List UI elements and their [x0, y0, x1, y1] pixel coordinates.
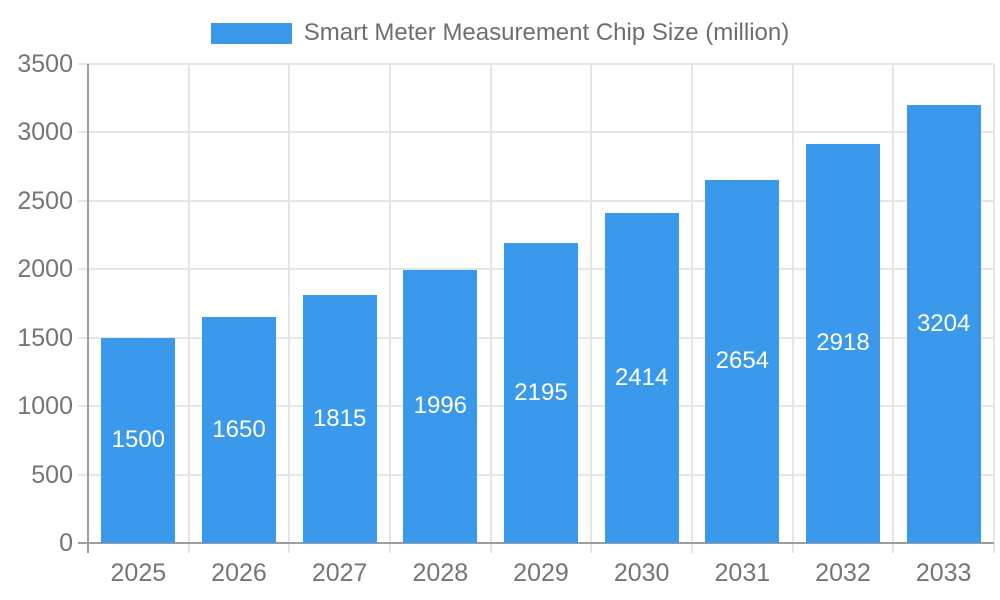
x-axis-tick-label: 2027	[311, 559, 368, 587]
bar[interactable]: 2414	[604, 212, 679, 543]
vertical-gridline	[691, 64, 693, 553]
y-axis-tick-label: 3000	[17, 118, 73, 147]
bar-value-label: 1815	[312, 404, 367, 432]
bar-value-label: 2654	[715, 347, 770, 375]
horizontal-gridline	[78, 63, 994, 65]
y-axis-tick-label: 2000	[17, 255, 73, 284]
y-axis-tick-label: 3500	[17, 50, 73, 78]
bar-value-label: 3204	[916, 309, 971, 337]
y-axis-tick-label: 0	[59, 529, 73, 557]
horizontal-gridline	[78, 131, 994, 134]
bar[interactable]: 2918	[806, 143, 880, 543]
vertical-gridline	[892, 64, 895, 553]
bar[interactable]: 1500	[101, 337, 176, 543]
x-axis-tick-label: 2028	[412, 559, 469, 587]
bar-value-label: 2195	[514, 378, 568, 406]
vertical-gridline	[791, 64, 794, 553]
x-axis-tick-label: 2032	[815, 559, 871, 587]
bar-value-label: 2414	[614, 363, 669, 391]
x-axis-tick-label: 2029	[513, 559, 569, 587]
vertical-gridline	[187, 64, 190, 553]
bar[interactable]: 1815	[302, 294, 377, 543]
x-axis-tick-label: 2031	[714, 559, 771, 587]
x-axis-tick-label: 2025	[110, 559, 167, 587]
x-axis-tick-label: 2026	[211, 559, 267, 587]
bar[interactable]: 2654	[705, 179, 780, 543]
x-axis-tick-label: 2030	[613, 559, 670, 587]
bar-value-label: 1500	[111, 426, 166, 454]
bar[interactable]: 3204	[906, 104, 981, 543]
vertical-gridline	[389, 64, 391, 553]
y-axis-line	[87, 64, 89, 553]
y-axis-tick-label: 1500	[17, 323, 73, 352]
bar-value-label: 2918	[816, 329, 870, 357]
y-axis-tick-label: 500	[31, 460, 73, 489]
legend-label: Smart Meter Measurement Chip Size (milli…	[303, 19, 790, 46]
horizontal-gridline	[78, 199, 994, 202]
vertical-gridline	[489, 64, 492, 553]
bar-value-label: 1650	[212, 416, 266, 444]
vertical-gridline	[993, 64, 995, 553]
bar-value-label: 1996	[413, 392, 468, 420]
y-axis-tick-label: 2500	[17, 186, 73, 215]
bar[interactable]: 1996	[403, 269, 478, 543]
bar[interactable]: 1650	[202, 317, 276, 543]
bar[interactable]: 2195	[504, 242, 578, 543]
legend: Smart Meter Measurement Chip Size (milli…	[0, 19, 1000, 46]
x-axis-baseline	[78, 542, 994, 544]
x-axis-tick-label: 2033	[915, 559, 972, 587]
y-axis-tick-label: 1000	[17, 392, 73, 421]
vertical-gridline	[590, 64, 593, 553]
vertical-gridline	[288, 64, 291, 553]
legend-swatch[interactable]	[210, 22, 292, 44]
